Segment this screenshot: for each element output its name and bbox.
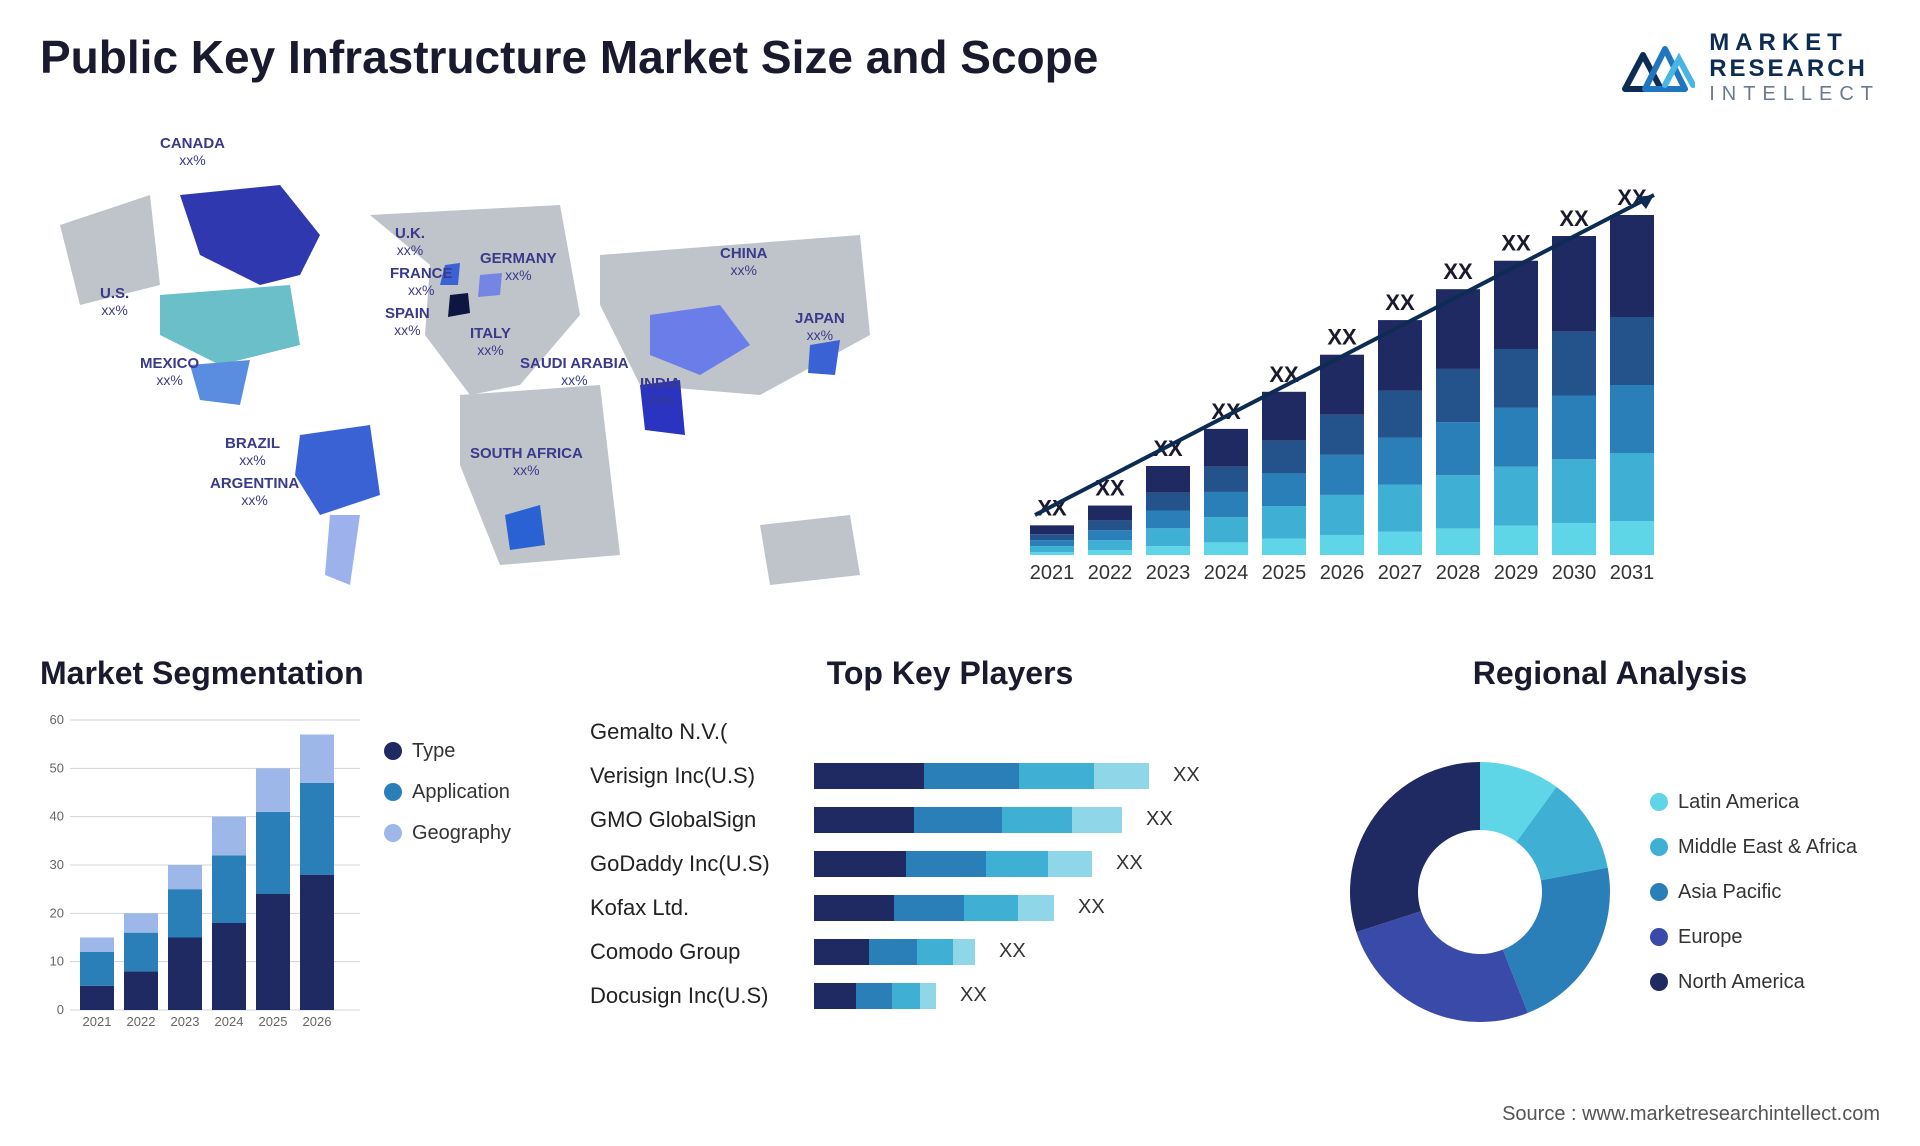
player-name: Kofax Ltd. xyxy=(590,895,800,921)
logo-mark-icon xyxy=(1621,35,1695,99)
player-bar xyxy=(814,807,1122,833)
seg-legend-application: Application xyxy=(384,781,511,804)
growth-chart: 2021XX2022XX2023XX2024XX2025XX2026XX2027… xyxy=(990,135,1880,615)
player-row: GMO GlobalSign XX xyxy=(590,798,1310,842)
svg-text:2021: 2021 xyxy=(1030,562,1075,584)
svg-text:2025: 2025 xyxy=(259,1014,288,1029)
region-legend-asia-pacific: Asia Pacific xyxy=(1650,881,1857,904)
segmentation-title: Market Segmentation xyxy=(40,655,560,692)
segmentation-chart: 0 10 20 30 40 50 60 2021 2022 2023 2024 2025 2026 xyxy=(40,710,360,1040)
svg-text:2023: 2023 xyxy=(1146,562,1191,584)
svg-text:2021: 2021 xyxy=(83,1014,112,1029)
svg-text:2028: 2028 xyxy=(1436,562,1481,584)
svg-text:2031: 2031 xyxy=(1610,562,1655,584)
player-row: Docusign Inc(U.S) XX xyxy=(590,974,1310,1018)
svg-text:2029: 2029 xyxy=(1494,562,1539,584)
source-attribution: Source : www.marketresearchintellect.com xyxy=(1502,1103,1880,1126)
player-row: Verisign Inc(U.S) XX xyxy=(590,754,1310,798)
map-label-saudi-arabia: SAUDI ARABIAxx% xyxy=(520,355,629,388)
logo-line3: INTELLECT xyxy=(1709,83,1880,105)
svg-text:XX: XX xyxy=(1385,290,1415,315)
svg-text:50: 50 xyxy=(50,760,64,775)
svg-text:30: 30 xyxy=(50,857,64,872)
svg-text:10: 10 xyxy=(50,953,64,968)
svg-text:2023: 2023 xyxy=(171,1014,200,1029)
svg-text:2025: 2025 xyxy=(1262,562,1307,584)
region-legend-europe: Europe xyxy=(1650,926,1857,949)
map-label-south-africa: SOUTH AFRICAxx% xyxy=(470,445,583,478)
map-label-france: FRANCExx% xyxy=(390,265,453,298)
map-label-japan: JAPANxx% xyxy=(795,310,845,343)
region-legend-middle-east-africa: Middle East & Africa xyxy=(1650,836,1857,859)
page-title: Public Key Infrastructure Market Size an… xyxy=(40,30,1098,84)
segmentation-legend: Type Application Geography xyxy=(384,740,511,1040)
player-value: XX xyxy=(1146,808,1173,831)
svg-text:XX: XX xyxy=(1501,231,1531,256)
brand-logo: MARKET RESEARCH INTELLECT xyxy=(1621,30,1880,105)
map-label-italy: ITALYxx% xyxy=(470,325,511,358)
regional-legend: Latin America Middle East & Africa Asia Pa… xyxy=(1650,791,1857,994)
map-label-u-s-: U.S.xx% xyxy=(100,285,129,318)
world-map: CANADAxx% U.S.xx% MEXICOxx% BRAZILxx% ARGENT… xyxy=(40,135,930,615)
svg-text:XX: XX xyxy=(1443,259,1473,284)
player-row: Comodo Group XX xyxy=(590,930,1310,974)
player-value: XX xyxy=(960,984,987,1007)
svg-text:60: 60 xyxy=(50,712,64,727)
svg-text:40: 40 xyxy=(50,808,64,823)
svg-text:2022: 2022 xyxy=(1088,562,1133,584)
regional-title: Regional Analysis xyxy=(1340,655,1880,692)
map-label-argentina: ARGENTINAxx% xyxy=(210,475,299,508)
svg-text:XX: XX xyxy=(1327,324,1357,349)
svg-text:2024: 2024 xyxy=(215,1014,244,1029)
svg-text:2024: 2024 xyxy=(1204,562,1249,584)
player-row: GoDaddy Inc(U.S) XX xyxy=(590,842,1310,886)
player-row: Kofax Ltd. XX xyxy=(590,886,1310,930)
svg-text:2022: 2022 xyxy=(127,1014,156,1029)
regional-donut xyxy=(1340,752,1620,1032)
players-title: Top Key Players xyxy=(590,655,1310,692)
map-label-mexico: MEXICOxx% xyxy=(140,355,199,388)
player-value: XX xyxy=(1078,896,1105,919)
svg-text:XX: XX xyxy=(1559,206,1589,231)
player-name: GoDaddy Inc(U.S) xyxy=(590,851,800,877)
growth-svg: 2021XX2022XX2023XX2024XX2025XX2026XX2027… xyxy=(990,135,1810,605)
map-label-germany: GERMANYxx% xyxy=(480,250,557,283)
player-value: XX xyxy=(1173,764,1200,787)
regional-panel: Regional Analysis Latin America Middle Ea… xyxy=(1340,655,1880,1075)
segmentation-panel: Market Segmentation 0 10 20 30 40 50 60 2021 202… xyxy=(40,655,560,1075)
player-row: Gemalto N.V.( xyxy=(590,710,1310,754)
logo-line1: MARKET xyxy=(1709,30,1880,56)
map-label-spain: SPAINxx% xyxy=(385,305,430,338)
map-label-india: INDIAxx% xyxy=(640,375,681,408)
player-bar xyxy=(814,983,936,1009)
map-label-canada: CANADAxx% xyxy=(160,135,225,168)
player-value: XX xyxy=(999,940,1026,963)
map-label-china: CHINAxx% xyxy=(720,245,768,278)
logo-line2: RESEARCH xyxy=(1709,56,1880,82)
map-label-u-k-: U.K.xx% xyxy=(395,225,425,258)
svg-text:2027: 2027 xyxy=(1378,562,1423,584)
player-bar xyxy=(814,895,1054,921)
svg-text:2030: 2030 xyxy=(1552,562,1597,584)
svg-text:20: 20 xyxy=(50,905,64,920)
svg-text:2026: 2026 xyxy=(303,1014,332,1029)
region-legend-latin-america: Latin America xyxy=(1650,791,1857,814)
player-name: Gemalto N.V.( xyxy=(590,719,800,745)
map-label-brazil: BRAZILxx% xyxy=(225,435,280,468)
svg-text:0: 0 xyxy=(57,1002,64,1017)
seg-legend-geography: Geography xyxy=(384,822,511,845)
region-legend-north-america: North America xyxy=(1650,971,1857,994)
player-name: GMO GlobalSign xyxy=(590,807,800,833)
players-panel: Top Key Players Gemalto N.V.( Verisign In… xyxy=(590,655,1310,1075)
player-bar xyxy=(814,939,975,965)
player-name: Verisign Inc(U.S) xyxy=(590,763,800,789)
player-name: Comodo Group xyxy=(590,939,800,965)
player-value: XX xyxy=(1116,852,1143,875)
player-name: Docusign Inc(U.S) xyxy=(590,983,800,1009)
player-bar xyxy=(814,851,1092,877)
svg-text:2026: 2026 xyxy=(1320,562,1365,584)
player-bar xyxy=(814,763,1149,789)
seg-legend-type: Type xyxy=(384,740,511,763)
